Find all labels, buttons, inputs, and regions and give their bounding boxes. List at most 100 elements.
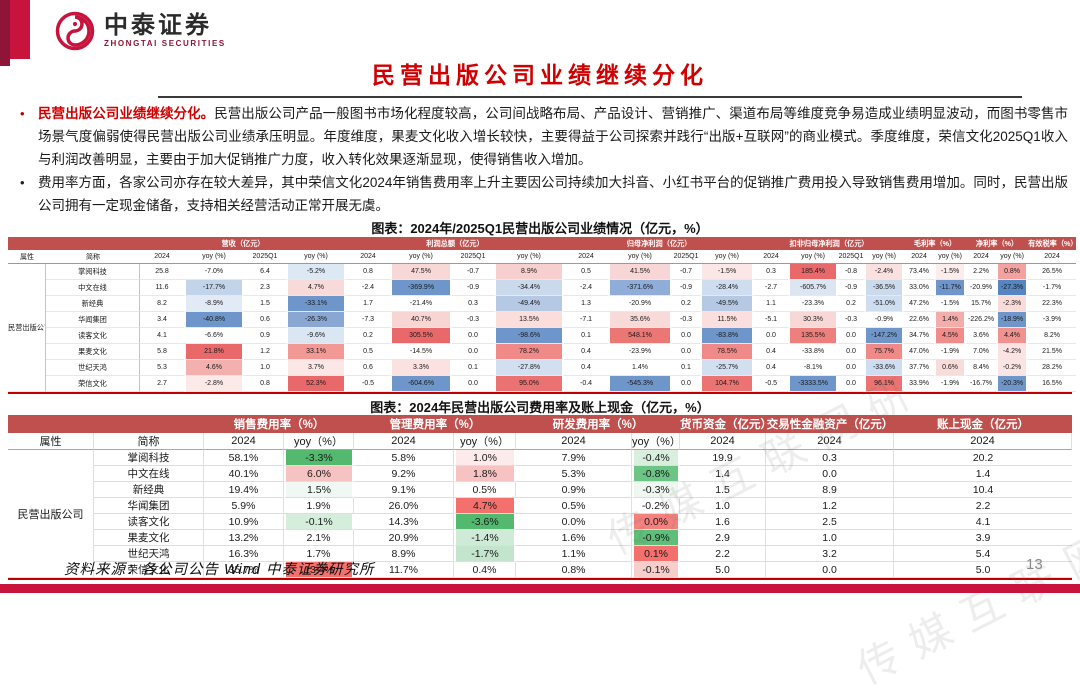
- value-cell: 5.0: [680, 562, 767, 578]
- value-cell: 548.1%: [608, 328, 673, 344]
- zhongtai-logo-icon: [55, 11, 95, 51]
- value-cell: 6.4: [244, 264, 286, 280]
- value-cell: 0.6%: [934, 360, 967, 376]
- column-header: 2024: [904, 250, 935, 264]
- value-cell: 0.0: [754, 328, 789, 344]
- value-cell: 0.0: [672, 328, 701, 344]
- value-cell: 33.1%: [286, 344, 347, 360]
- column-group-header: 销售费用率（%）: [204, 415, 355, 433]
- value-cell: -1.5%: [700, 264, 755, 280]
- value-cell: 2.1%: [284, 530, 355, 546]
- column-header: 简称: [94, 433, 204, 450]
- value-cell: 1.0: [244, 360, 286, 376]
- value-cell: 5.3%: [516, 466, 633, 482]
- value-cell: 6.0%: [284, 466, 355, 482]
- value-cell: 0.0: [672, 376, 701, 392]
- column-header: yoy (%): [864, 250, 905, 264]
- value-cell: -16.7%: [966, 376, 997, 392]
- value-cell: 0.4: [754, 344, 789, 360]
- attribute-cell: 民营出版公司: [8, 264, 46, 392]
- value-cell: 5.3: [140, 360, 184, 376]
- company-name-cell: 掌阅科技: [46, 264, 140, 280]
- table-row: 中文在线 40.1% 6.0% 9.2% 1.8% 5.3% -0.8% 1.4 0.0 1.4: [8, 466, 1073, 482]
- value-cell: 0.8: [346, 264, 391, 280]
- band-corner: [8, 415, 204, 433]
- value-cell: 0.0: [766, 562, 895, 578]
- column-header: 2024: [204, 433, 284, 450]
- value-cell: 4.4%: [996, 328, 1029, 344]
- value-cell: 0.0: [672, 344, 701, 360]
- performance-table: 营收（亿元） 利润总额（亿元） 归母净利润（亿元） 扣非归母净利润（亿元） 毛利率（%）…: [8, 237, 1077, 392]
- value-cell: 2.7: [140, 376, 184, 392]
- value-cell: -23.9%: [608, 344, 673, 360]
- value-cell: -1.5%: [934, 296, 967, 312]
- table-row: 中文在线 11.6 -17.7% 2.3 4.7% -2.4 -369.9% -0.9 -34.…: [8, 280, 1077, 296]
- zhongtai-logo: 中泰证券 ZHONGTAI SECURITIES: [54, 10, 226, 52]
- column-header: yoy (%): [934, 250, 967, 264]
- column-group-header: 归母净利润（亿元）: [564, 237, 755, 250]
- value-cell: -33.1%: [286, 296, 347, 312]
- table-row: 华闻集团 3.4 -40.8% 0.6 -26.3% -7.3 40.7% -0.3 13.5%…: [8, 312, 1077, 328]
- value-cell: 8.9: [766, 482, 895, 498]
- column-group-header: 交易性金融资产（亿元）: [766, 415, 895, 433]
- group-header-row: 销售费用率（%） 管理费用率（%） 研发费用率（%） 货币资金（亿元） 交易性金融资产（…: [8, 415, 1073, 433]
- bullet-list: • 民营出版公司业绩继续分化。民营出版公司产品一般图书市场化程度较高，公司间战略…: [14, 102, 1068, 217]
- value-cell: -1.7%: [454, 546, 517, 562]
- value-cell: 5.4: [894, 546, 1073, 562]
- value-cell: -27.8%: [494, 360, 565, 376]
- value-cell: 1.0: [680, 498, 767, 514]
- value-cell: -0.8: [838, 264, 865, 280]
- value-cell: -0.3: [838, 312, 865, 328]
- source-note: 资料来源：各公司公告 Wind 中泰证券研究所: [64, 562, 375, 578]
- value-cell: 0.3: [754, 264, 789, 280]
- company-name-cell: 掌阅科技: [94, 450, 204, 466]
- value-cell: -2.3%: [996, 296, 1029, 312]
- bullet-marker-icon: •: [20, 175, 25, 190]
- value-cell: 0.0: [452, 344, 495, 360]
- value-cell: -7.0%: [184, 264, 244, 280]
- value-cell: -2.4: [564, 280, 609, 296]
- value-cell: 21.8%: [184, 344, 244, 360]
- column-header: 2024: [516, 433, 633, 450]
- column-header: 2025Q1: [452, 250, 495, 264]
- value-cell: 2.9: [680, 530, 767, 546]
- column-header: yoy (%): [184, 250, 244, 264]
- value-cell: 47.2%: [904, 296, 935, 312]
- value-cell: 1.4: [680, 466, 767, 482]
- value-cell: -28.4%: [700, 280, 755, 296]
- value-cell: -3.9%: [1028, 312, 1077, 328]
- value-cell: 1.7: [346, 296, 391, 312]
- value-cell: 0.1: [564, 328, 609, 344]
- value-cell: 2.2: [894, 498, 1073, 514]
- value-cell: -0.4: [564, 376, 609, 392]
- value-cell: -20.9%: [608, 296, 673, 312]
- value-cell: 9.1%: [354, 482, 455, 498]
- table-row: 荣信文化 2.7 -2.8% 0.8 52.3% -0.5 -604.6% 0.0 95.0% -…: [8, 376, 1077, 392]
- column-header: 2024: [564, 250, 609, 264]
- company-name-cell: 华闻集团: [46, 312, 140, 328]
- value-cell: 0.8: [244, 376, 286, 392]
- value-cell: -0.7: [672, 264, 701, 280]
- value-cell: 40.7%: [390, 312, 453, 328]
- value-cell: 20.9%: [354, 530, 455, 546]
- value-cell: -371.6%: [608, 280, 673, 296]
- value-cell: -0.9: [452, 280, 495, 296]
- value-cell: -3333.5%: [788, 376, 839, 392]
- value-cell: -7.3: [346, 312, 391, 328]
- value-cell: 52.3%: [286, 376, 347, 392]
- value-cell: 1.1%: [516, 546, 633, 562]
- value-cell: 0.2: [838, 296, 865, 312]
- value-cell: 0.1%: [632, 546, 681, 562]
- value-cell: -1.9%: [934, 376, 967, 392]
- value-cell: 0.3: [452, 296, 495, 312]
- company-name-cell: 新经典: [94, 482, 204, 498]
- company-name-cell: 果麦文化: [46, 344, 140, 360]
- value-cell: 22.3%: [1028, 296, 1077, 312]
- value-cell: -0.2%: [632, 498, 681, 514]
- column-header: 属性: [8, 250, 46, 264]
- value-cell: -0.7: [452, 264, 495, 280]
- brand-name-cn: 中泰证券: [104, 12, 212, 39]
- column-header: yoy (%): [788, 250, 839, 264]
- corner-bar-red: [10, 0, 30, 59]
